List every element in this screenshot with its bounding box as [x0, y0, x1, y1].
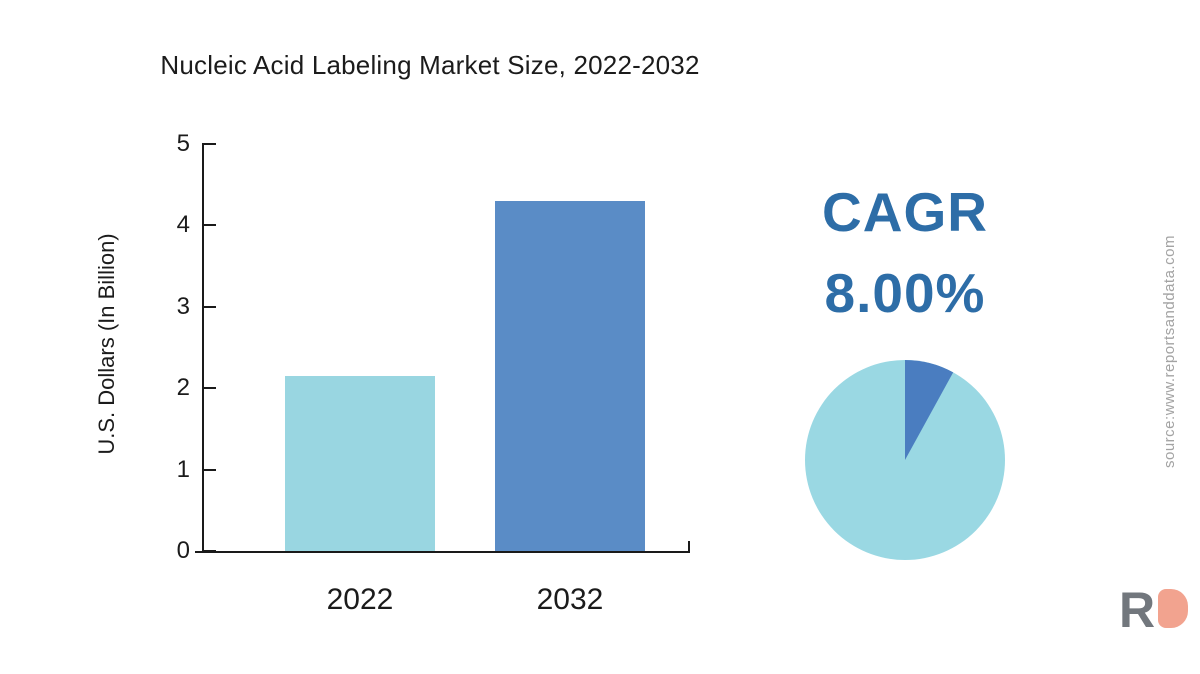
logo-letter-r: R	[1119, 582, 1156, 638]
x-axis-spine	[195, 551, 690, 553]
cagr-pie-chart	[805, 360, 1005, 560]
y-axis-tick	[203, 387, 216, 390]
y-axis-spine	[202, 143, 204, 553]
y-axis-tick-label: 0	[176, 537, 190, 564]
y-axis-tick-label: 4	[176, 211, 190, 239]
cagr-block: CAGR 8.00%	[793, 172, 1017, 334]
logo-d-icon	[1158, 589, 1189, 628]
rd-logo: R	[1119, 582, 1189, 638]
y-axis-tick-label: 1	[176, 455, 190, 483]
bar-2022	[285, 375, 435, 551]
chart-title: Nucleic Acid Labeling Market Size, 2022-…	[160, 50, 700, 80]
x-axis-category-label: 2032	[536, 583, 604, 616]
pie-cagr-slice	[905, 360, 954, 460]
source-watermark: source:www.reportsanddata.com	[1161, 235, 1178, 469]
y-axis-tick-label: 2	[176, 374, 190, 402]
y-axis-tick	[203, 468, 216, 471]
y-axis-tick	[203, 550, 216, 552]
y-axis-tick-label: 3	[176, 292, 190, 320]
y-axis-tick	[203, 305, 216, 308]
x-axis-end-tick	[688, 541, 690, 553]
cagr-label: CAGR	[822, 181, 988, 243]
y-axis-label: U.S. Dollars (In Billion)	[94, 233, 119, 455]
bar-2032	[495, 200, 645, 551]
y-axis-tick	[203, 143, 216, 145]
y-axis-tick	[203, 224, 216, 227]
y-axis-tick-label: 5	[176, 130, 190, 157]
cagr-value: 8.00%	[824, 262, 986, 324]
x-axis-category-label: 2022	[326, 583, 394, 616]
